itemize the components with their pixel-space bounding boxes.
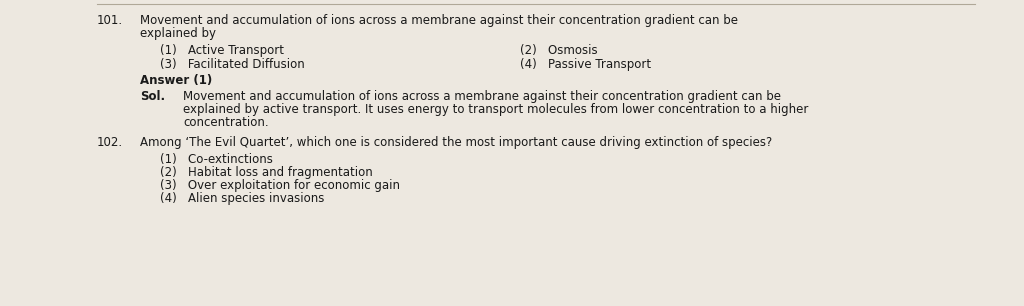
Text: (3)   Over exploitation for economic gain: (3) Over exploitation for economic gain — [160, 179, 400, 192]
Text: explained by: explained by — [140, 27, 216, 40]
Text: (4)   Passive Transport: (4) Passive Transport — [520, 58, 651, 71]
Text: 101.: 101. — [97, 14, 123, 27]
Text: (4)   Alien species invasions: (4) Alien species invasions — [160, 192, 325, 205]
Text: concentration.: concentration. — [183, 116, 268, 129]
Text: (3)   Facilitated Diffusion: (3) Facilitated Diffusion — [160, 58, 305, 71]
Text: Among ‘The Evil Quartet’, which one is considered the most important cause drivi: Among ‘The Evil Quartet’, which one is c… — [140, 136, 772, 149]
Text: (2)   Osmosis: (2) Osmosis — [520, 44, 598, 57]
Text: explained by active transport. It uses energy to transport molecules from lower : explained by active transport. It uses e… — [183, 103, 808, 116]
Text: Sol.: Sol. — [140, 90, 165, 103]
Text: Movement and accumulation of ions across a membrane against their concentration : Movement and accumulation of ions across… — [183, 90, 781, 103]
Text: (2)   Habitat loss and fragmentation: (2) Habitat loss and fragmentation — [160, 166, 373, 179]
Text: (1)   Active Transport: (1) Active Transport — [160, 44, 284, 57]
Text: (1)   Co-extinctions: (1) Co-extinctions — [160, 153, 272, 166]
Text: Movement and accumulation of ions across a membrane against their concentration : Movement and accumulation of ions across… — [140, 14, 738, 27]
Text: 102.: 102. — [97, 136, 123, 149]
Text: Answer (1): Answer (1) — [140, 74, 212, 87]
